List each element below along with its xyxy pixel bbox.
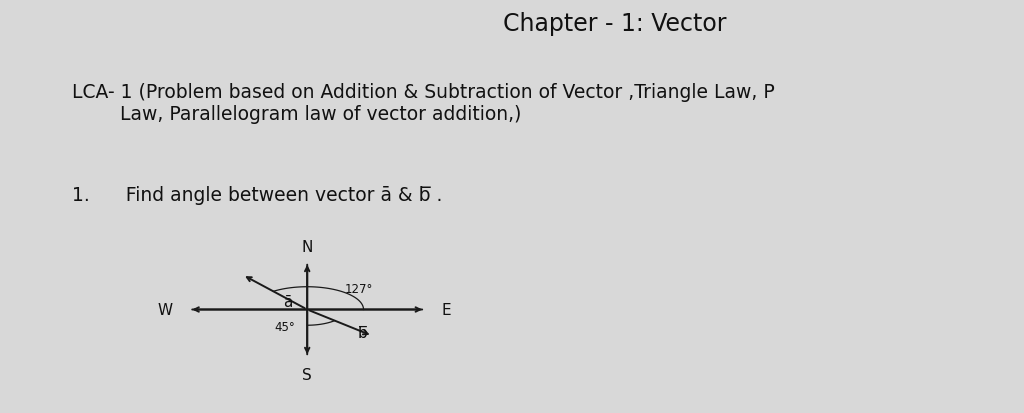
Text: W: W bbox=[158, 302, 173, 317]
Text: b̅: b̅ bbox=[357, 325, 368, 340]
Text: LCA- 1 (Problem based on Addition & Subtraction of Vector ,Triangle Law, P
     : LCA- 1 (Problem based on Addition & Subt… bbox=[72, 83, 774, 123]
Text: 127°: 127° bbox=[344, 282, 373, 295]
Text: 1.      Find angle between vector ā & b̅ .: 1. Find angle between vector ā & b̅ . bbox=[72, 186, 442, 205]
Text: E: E bbox=[441, 302, 451, 317]
Text: ā: ā bbox=[283, 294, 293, 309]
Text: S: S bbox=[302, 367, 312, 382]
Text: Chapter - 1: Vector: Chapter - 1: Vector bbox=[503, 12, 726, 36]
Text: N: N bbox=[301, 239, 313, 254]
Text: 45°: 45° bbox=[274, 320, 295, 334]
